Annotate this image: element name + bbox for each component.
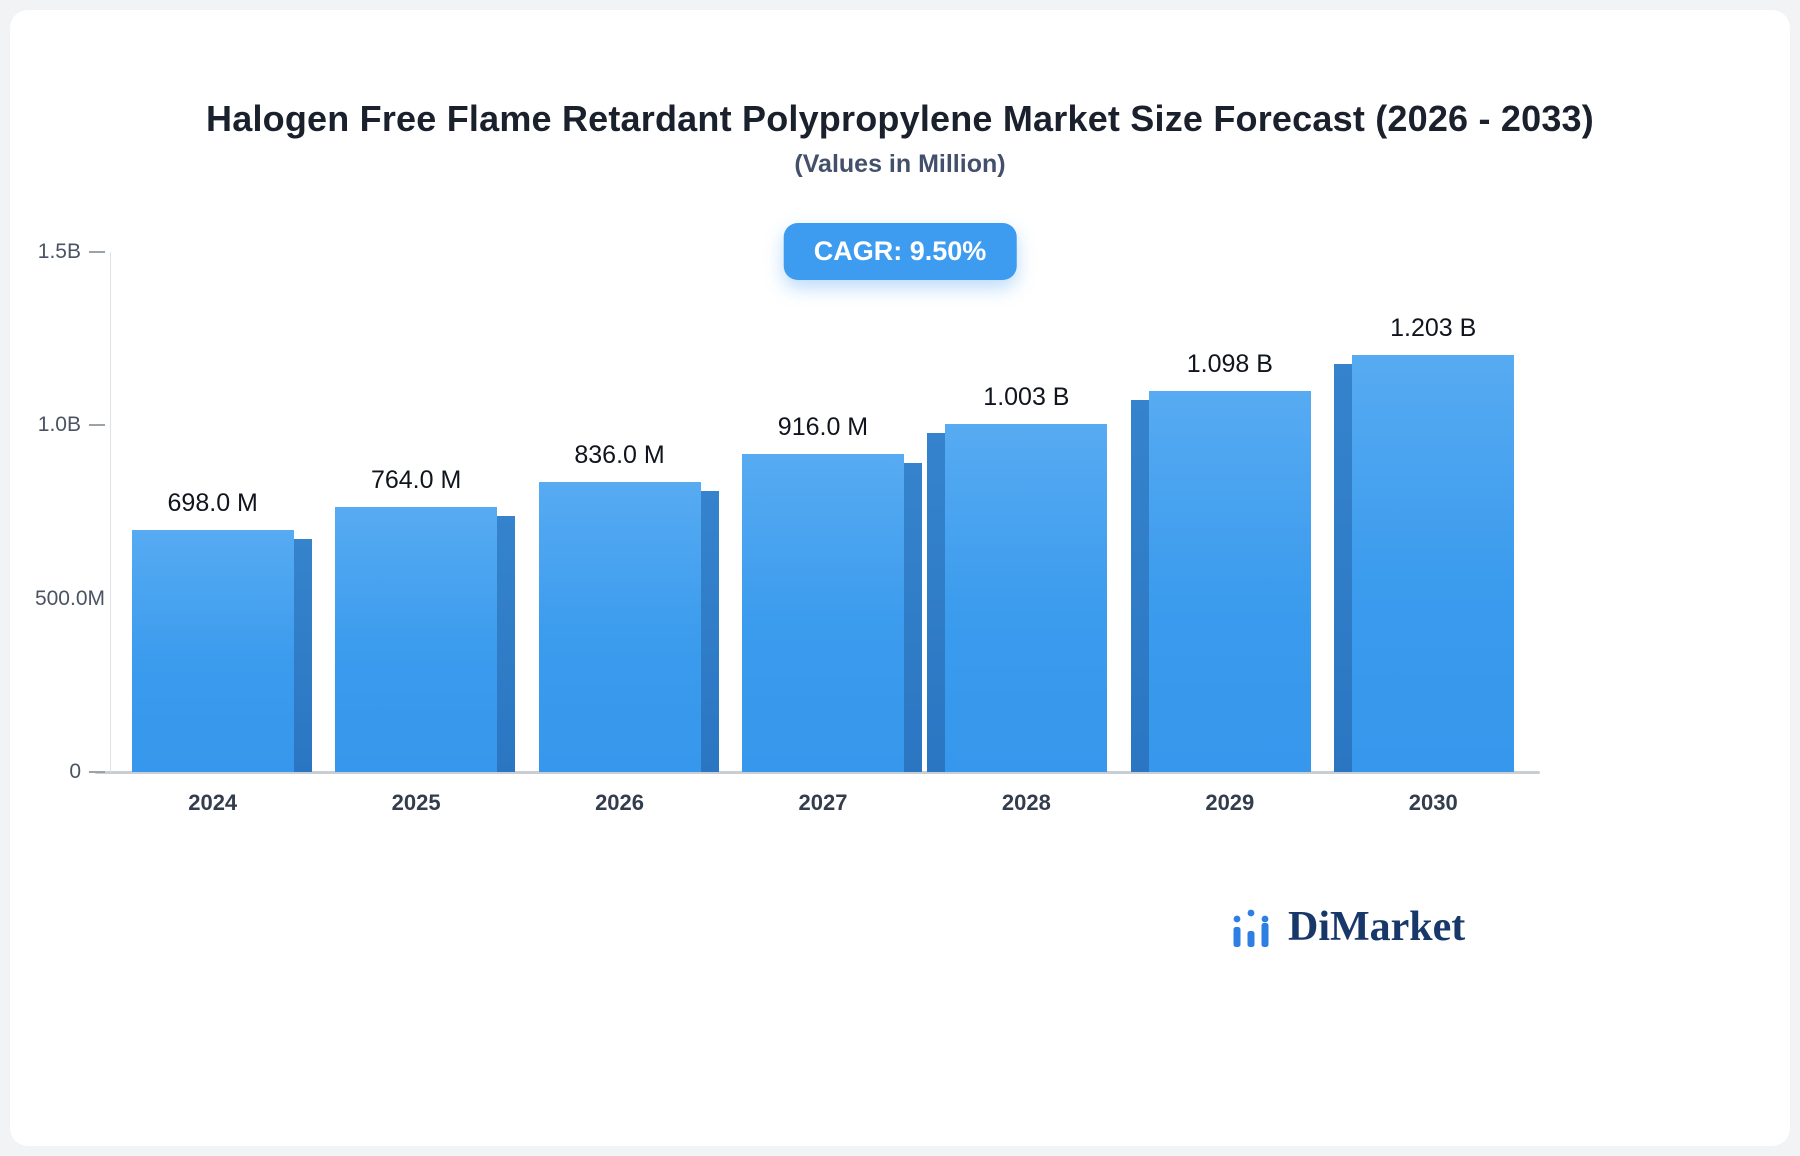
bar-value-label: 698.0 M (167, 489, 258, 518)
y-axis-tick-mark (89, 771, 105, 773)
plot-area: 2024 698.0 M 2025 764.0 M 2026 836.0 M 2027 916… (35, 240, 1535, 815)
bar-2028: 1.003 B (927, 383, 1108, 772)
bar-2029: 1.098 B (1130, 350, 1311, 772)
x-axis-label: 2027 (798, 790, 848, 815)
bar-slot: 2024 698.0 M (111, 252, 314, 815)
y-axis-tick: 1.0B (38, 413, 111, 437)
bar-value-label: 1.203 B (1390, 313, 1477, 342)
bar-value-label: 836.0 M (574, 441, 665, 470)
bar-slot: 2027 916.0 M (721, 252, 924, 815)
bar-slot: 2028 1.003 B (925, 252, 1128, 815)
bar-side-face (700, 491, 719, 772)
bar-value-label: 1.098 B (1186, 350, 1273, 379)
bar-slot: 2029 1.098 B (1128, 252, 1331, 815)
y-axis-tick-mark (89, 424, 105, 427)
x-axis-label: 2025 (391, 790, 441, 815)
bar-2027: 916.0 M (741, 413, 922, 772)
bar-value-label: 1.003 B (983, 383, 1070, 412)
bar-2026: 836.0 M (538, 441, 719, 772)
bar-side-face (497, 516, 516, 772)
bar-side-face (1334, 363, 1353, 772)
bar-side-face (903, 463, 922, 772)
bar-slot: 2025 764.0 M (314, 252, 517, 815)
y-axis-tick: 0 (69, 760, 111, 784)
bar-side-face (927, 433, 946, 772)
bar-2030: 1.203 B (1334, 314, 1515, 772)
x-axis-label: 2026 (595, 790, 645, 815)
cagr-badge: CAGR: 9.50% (783, 223, 1017, 280)
chart-title: Halogen Free Flame Retardant Polypropyle… (206, 98, 1594, 139)
x-axis-label: 2030 (1408, 790, 1458, 815)
bar-side-face (1130, 400, 1149, 772)
bar-slot: 2026 836.0 M (518, 252, 721, 815)
y-axis-tick-label: 0 (69, 760, 81, 783)
bar-chart-dots-icon (1233, 909, 1269, 947)
x-axis-label: 2028 (1001, 790, 1051, 815)
y-axis-tick-label: 1.5B (37, 240, 81, 263)
x-axis-label: 2029 (1205, 790, 1255, 815)
bar-side-face (293, 539, 312, 772)
chart-card: Halogen Free Flame Retardant Polypropyle… (10, 10, 1790, 1146)
y-axis-tick-label: 500.0M (34, 586, 105, 610)
y-axis-tick-mark (89, 251, 105, 253)
bar-slot: 2030 1.203 B (1332, 252, 1535, 815)
y-axis-tick: 500.0M (35, 587, 111, 611)
bar-2024: 698.0 M (131, 489, 312, 772)
bar-2025: 764.0 M (335, 466, 516, 772)
bar-value-label: 764.0 M (370, 466, 462, 495)
chart-subtitle: (Values in Million) (794, 150, 1006, 178)
bars-row: 2024 698.0 M 2025 764.0 M 2026 836.0 M 2027 916… (111, 252, 1535, 815)
x-axis-label: 2024 (188, 790, 238, 815)
brand-logo: DiMarket (1228, 903, 1465, 951)
bar-value-label: 916.0 M (777, 413, 869, 442)
y-axis-tick-label: 1.0B (37, 413, 81, 437)
brand-logo-text: DiMarket (1288, 904, 1466, 950)
x-axis-baseline (95, 771, 1540, 774)
y-axis-tick: 1.5B (38, 240, 111, 264)
